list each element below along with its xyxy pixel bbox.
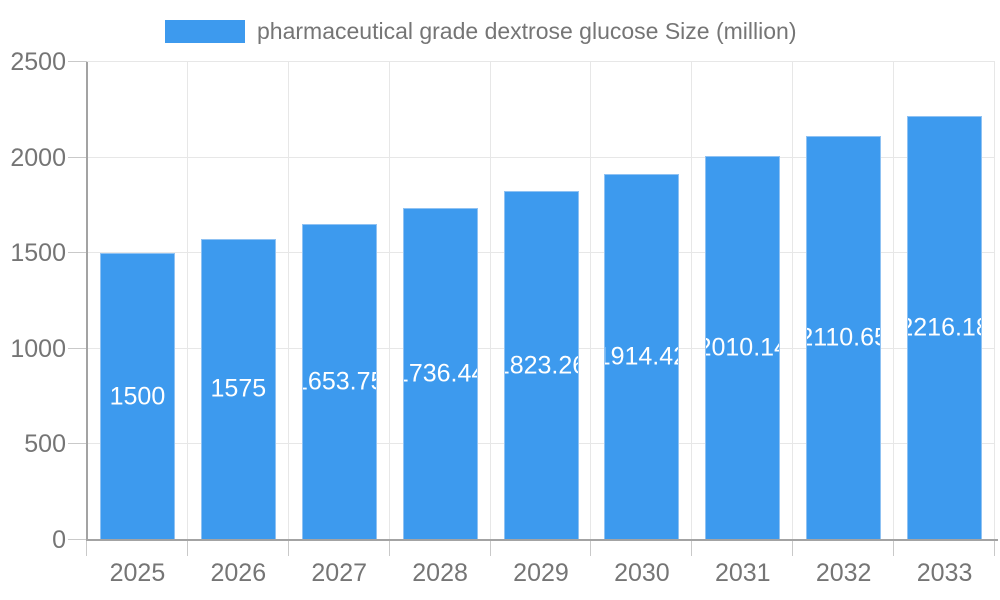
- bar-value-label: 1823.26: [505, 351, 578, 380]
- bar: 2110.65: [806, 136, 882, 540]
- x-axis-tick-label: 2032: [815, 559, 872, 587]
- x-axis-tick-label: 2025: [109, 559, 166, 587]
- bar: 1575: [200, 238, 276, 540]
- bar: 2010.14: [705, 155, 781, 540]
- bar: 2216.18: [907, 116, 983, 540]
- y-axis-tick-label: 0: [52, 526, 66, 554]
- x-axis-line: [86, 539, 998, 541]
- y-axis-tick-label: 2000: [10, 143, 66, 172]
- x-tick: [994, 540, 995, 556]
- x-gridline: [388, 62, 390, 540]
- bar: 1653.75: [301, 223, 377, 540]
- y-tick: [68, 61, 87, 62]
- bar-value-label: 1736.44: [404, 359, 477, 388]
- x-gridline: [994, 62, 995, 540]
- x-axis-tick-label: 2027: [311, 559, 368, 587]
- bar-value-label: 2216.18: [908, 313, 981, 342]
- y-tick: [68, 156, 87, 158]
- y-tick: [68, 539, 87, 540]
- bar-value-label: 2010.14: [706, 333, 779, 362]
- y-axis-tick-label: 2500: [10, 48, 66, 76]
- y-axis-line: [86, 62, 88, 540]
- x-axis-tick-label: 2030: [614, 559, 670, 587]
- legend-label: pharmaceutical grade dextrose glucose Si…: [257, 18, 797, 44]
- legend-swatch: [165, 20, 245, 43]
- bar-value-label: 1500: [109, 382, 166, 411]
- x-axis-tick-label: 2033: [916, 559, 973, 587]
- x-axis-tick-label: 2028: [412, 559, 468, 587]
- x-gridline: [489, 62, 491, 540]
- x-tick: [489, 540, 491, 556]
- x-tick: [792, 540, 794, 556]
- x-tick: [590, 540, 592, 556]
- bar-value-label: 1575: [210, 374, 267, 403]
- x-tick: [86, 540, 87, 556]
- x-gridline: [186, 62, 188, 540]
- y-gridline: [87, 61, 995, 62]
- bar-value-label: 1653.75: [303, 367, 376, 396]
- x-gridline: [590, 62, 592, 540]
- x-tick: [388, 540, 390, 556]
- bar: 1736.44: [402, 207, 478, 540]
- x-tick: [893, 540, 895, 556]
- y-axis-tick-label: 500: [24, 430, 66, 459]
- x-tick: [186, 540, 188, 556]
- bar-value-label: 1914.42: [605, 342, 678, 371]
- y-tick: [68, 252, 87, 254]
- y-axis-tick-label: 1000: [10, 334, 66, 363]
- bar-value-label: 2110.65: [807, 323, 880, 352]
- x-gridline: [792, 62, 794, 540]
- x-tick: [691, 540, 693, 556]
- x-gridline: [893, 62, 895, 540]
- bar: 1500: [99, 253, 175, 540]
- y-axis-tick-label: 1500: [10, 239, 66, 268]
- x-gridline: [287, 62, 289, 540]
- bar: 1823.26: [503, 191, 579, 540]
- chart-legend: pharmaceutical grade dextrose glucose Si…: [165, 20, 796, 43]
- x-gridline: [691, 62, 693, 540]
- y-tick: [68, 347, 87, 349]
- y-tick: [68, 443, 87, 445]
- y-gridline: [87, 156, 995, 158]
- bar: 1914.42: [604, 173, 680, 540]
- x-axis-tick-label: 2029: [513, 559, 569, 587]
- x-axis-tick-label: 2031: [714, 559, 771, 587]
- x-tick: [287, 540, 289, 556]
- x-axis-tick-label: 2026: [210, 559, 267, 587]
